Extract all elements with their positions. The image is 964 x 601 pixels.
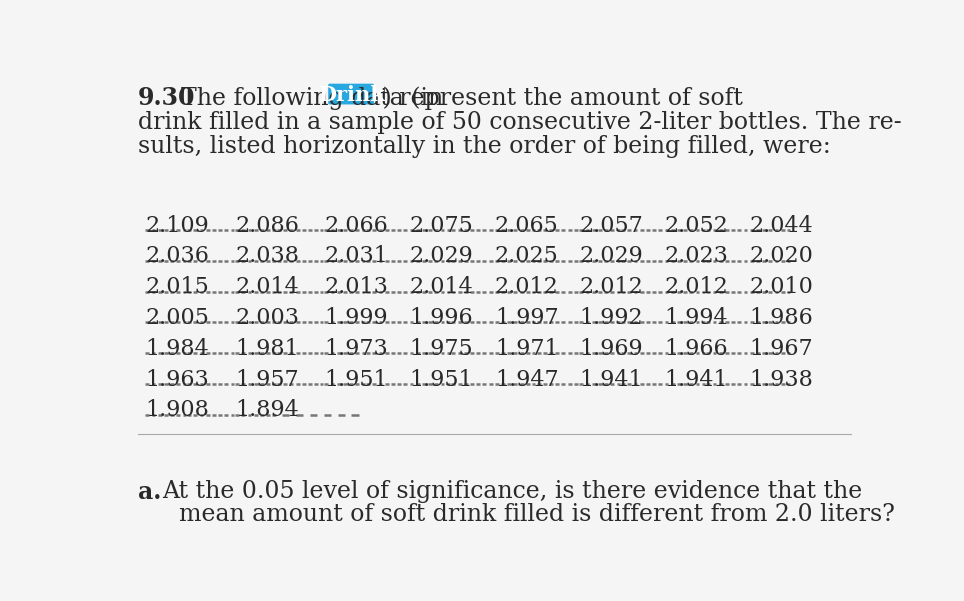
Text: 1.996: 1.996 xyxy=(410,307,473,329)
Text: 1.938: 1.938 xyxy=(750,368,814,391)
Text: 2.012: 2.012 xyxy=(579,276,643,298)
Text: 2.012: 2.012 xyxy=(664,276,728,298)
Text: 2.029: 2.029 xyxy=(579,245,643,267)
Text: 2.109: 2.109 xyxy=(146,215,209,237)
Text: 1.997: 1.997 xyxy=(495,307,558,329)
Text: 2.044: 2.044 xyxy=(750,215,814,237)
Text: 1.957: 1.957 xyxy=(235,368,299,391)
Text: 1.947: 1.947 xyxy=(495,368,558,391)
Text: 2.010: 2.010 xyxy=(750,276,814,298)
Text: 2.029: 2.029 xyxy=(410,245,473,267)
Text: 1.951: 1.951 xyxy=(410,368,473,391)
Text: mean amount of soft drink filled is different from 2.0 liters?: mean amount of soft drink filled is diff… xyxy=(179,503,896,526)
Text: 1.973: 1.973 xyxy=(324,338,388,360)
Text: 1.999: 1.999 xyxy=(324,307,388,329)
Text: 1.994: 1.994 xyxy=(664,307,728,329)
Text: 2.013: 2.013 xyxy=(324,276,388,298)
Text: 1.894: 1.894 xyxy=(235,400,299,421)
Text: 1.971: 1.971 xyxy=(495,338,558,360)
Text: 2.036: 2.036 xyxy=(146,245,209,267)
Text: 1.966: 1.966 xyxy=(664,338,728,360)
Text: 1.951: 1.951 xyxy=(324,368,388,391)
Text: 1.908: 1.908 xyxy=(146,400,209,421)
FancyBboxPatch shape xyxy=(328,84,374,105)
Text: 2.020: 2.020 xyxy=(750,245,814,267)
Text: 2.012: 2.012 xyxy=(495,276,558,298)
Text: 2.014: 2.014 xyxy=(410,276,473,298)
Text: 2.025: 2.025 xyxy=(495,245,558,267)
Text: a.: a. xyxy=(138,480,161,504)
Text: 2.052: 2.052 xyxy=(664,215,728,237)
Text: 1.941: 1.941 xyxy=(579,368,643,391)
Text: 2.086: 2.086 xyxy=(235,215,299,237)
Text: 1.975: 1.975 xyxy=(410,338,473,360)
Text: 1.981: 1.981 xyxy=(235,338,299,360)
Text: 1.986: 1.986 xyxy=(750,307,814,329)
Text: 1.992: 1.992 xyxy=(579,307,643,329)
Text: 2.005: 2.005 xyxy=(146,307,209,329)
Text: 1.963: 1.963 xyxy=(146,368,209,391)
Text: 1.984: 1.984 xyxy=(146,338,209,360)
Text: 2.023: 2.023 xyxy=(664,245,729,267)
Text: drink filled in a sample of 50 consecutive 2-liter bottles. The re-: drink filled in a sample of 50 consecuti… xyxy=(138,111,901,133)
Text: 2.031: 2.031 xyxy=(324,245,388,267)
Text: 2.075: 2.075 xyxy=(410,215,473,237)
Text: 2.066: 2.066 xyxy=(324,215,388,237)
Text: 2.003: 2.003 xyxy=(235,307,299,329)
Text: sults, listed horizontally in the order of being filled, were:: sults, listed horizontally in the order … xyxy=(138,135,830,158)
Text: 2.038: 2.038 xyxy=(235,245,299,267)
Text: 2.014: 2.014 xyxy=(235,276,299,298)
Text: Drink: Drink xyxy=(318,85,385,105)
Text: 1.967: 1.967 xyxy=(750,338,814,360)
Text: 2.015: 2.015 xyxy=(146,276,209,298)
Text: At the 0.05 level of significance, is there evidence that the: At the 0.05 level of significance, is th… xyxy=(162,480,863,503)
Text: 9.30: 9.30 xyxy=(138,86,195,110)
Text: 1.969: 1.969 xyxy=(579,338,643,360)
Text: 2.057: 2.057 xyxy=(579,215,643,237)
Text: 1.941: 1.941 xyxy=(664,368,728,391)
Text: 2.065: 2.065 xyxy=(495,215,558,237)
Text: The following data (in: The following data (in xyxy=(181,86,451,109)
Text: ) represent the amount of soft: ) represent the amount of soft xyxy=(375,86,742,109)
